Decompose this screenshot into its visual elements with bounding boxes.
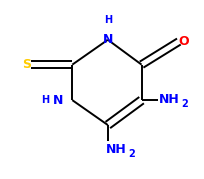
Text: 2: 2 <box>128 149 134 159</box>
Text: NH: NH <box>159 93 179 106</box>
Text: 2: 2 <box>181 99 187 109</box>
Text: O: O <box>177 35 188 48</box>
Text: N: N <box>53 94 63 107</box>
Text: H: H <box>41 95 50 105</box>
Text: NH: NH <box>105 143 126 156</box>
Text: N: N <box>102 33 112 46</box>
Text: H: H <box>103 15 111 25</box>
Text: S: S <box>22 58 31 71</box>
